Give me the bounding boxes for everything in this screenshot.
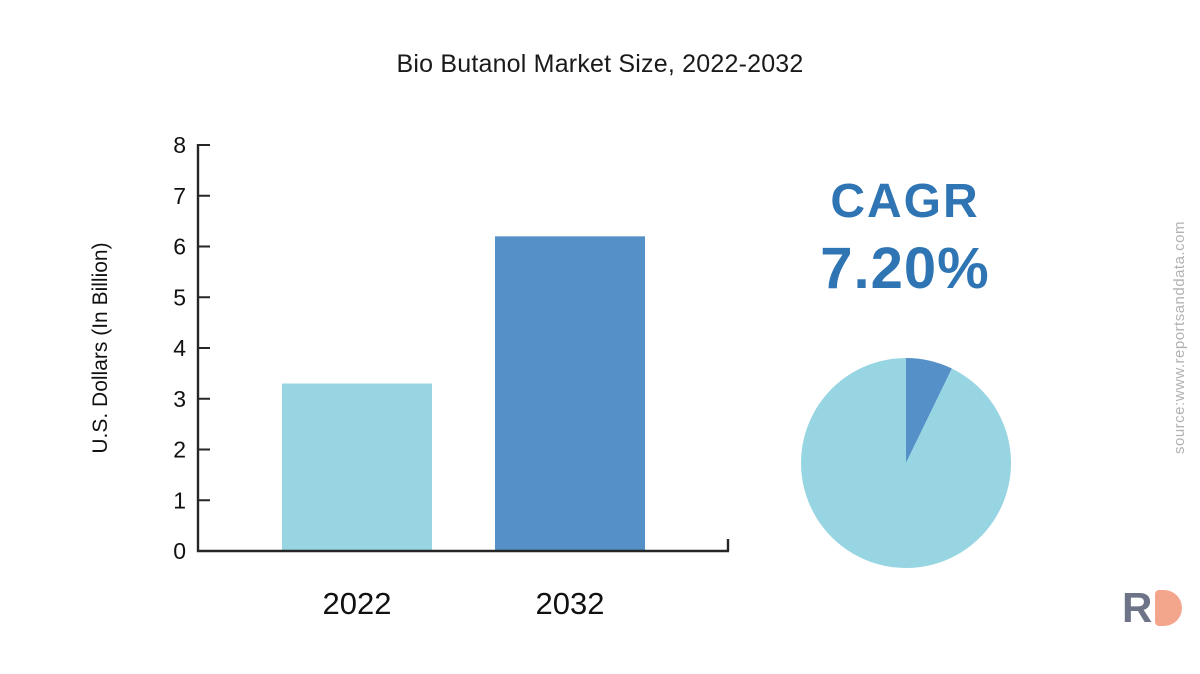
y-tick-label: 5 [173,284,186,310]
source-note: source:www.reportsanddata.com [1171,221,1188,454]
y-tick-label: 2 [173,437,186,463]
pie-slice-CAGR [906,358,952,463]
bar-chart: 0 1 2 3 4 5 6 7 8 2022 2032 U.S. Dollars (In Billio… [89,132,730,621]
y-axis-label: U.S. Dollars (In Billion) [89,242,112,453]
y-tick-label: 4 [173,335,186,361]
pie-chart [801,358,1012,568]
y-tick-label: 3 [173,386,186,412]
logo-d-icon [1155,590,1183,626]
y-tick-label: 8 [173,132,186,158]
brand-logo: R [1122,584,1183,631]
bar-2022 [282,383,432,551]
x-tick-label: 2022 [323,586,392,621]
y-tick-label: 1 [173,487,186,513]
logo-letter-r: R [1122,584,1153,631]
chart-title: Bio Butanol Market Size, 2022-2032 [396,50,804,78]
bar-2032 [495,236,645,551]
y-tick-label: 0 [173,538,186,564]
x-tick-label: 2032 [536,586,605,621]
y-tick-label: 7 [173,183,186,209]
axes-spines [196,144,730,553]
cagr-value: 7.20% [820,236,990,301]
pie-slice-remainder [801,358,1012,568]
cagr-label: CAGR [830,175,980,228]
cagr-block: CAGR 7.20% [775,178,1035,298]
y-tick-label: 6 [173,234,186,260]
